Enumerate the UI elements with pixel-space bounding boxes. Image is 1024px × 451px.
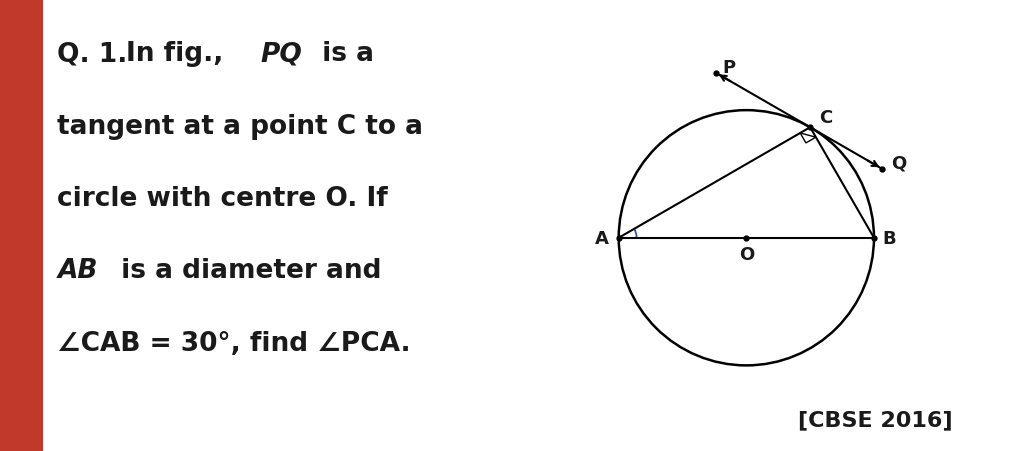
Bar <box>0 0 43 451</box>
Text: A: A <box>595 229 609 247</box>
Text: B: B <box>883 229 896 247</box>
Text: C: C <box>819 109 833 127</box>
Text: is a diameter and: is a diameter and <box>112 258 381 284</box>
Text: P: P <box>722 59 735 77</box>
Text: ∠CAB = 30°, find ∠PCA.: ∠CAB = 30°, find ∠PCA. <box>57 330 411 356</box>
Text: Q: Q <box>891 154 906 172</box>
Text: Q. 1.: Q. 1. <box>57 41 128 67</box>
Text: AB: AB <box>57 258 98 284</box>
Text: is a: is a <box>312 41 374 67</box>
Text: tangent at a point C to a: tangent at a point C to a <box>57 113 423 139</box>
Text: In fig.,: In fig., <box>126 41 242 67</box>
Text: circle with centre O. If: circle with centre O. If <box>57 185 388 212</box>
Text: O: O <box>738 246 754 264</box>
Text: [CBSE 2016]: [CBSE 2016] <box>798 410 952 429</box>
Text: PQ: PQ <box>261 41 303 67</box>
